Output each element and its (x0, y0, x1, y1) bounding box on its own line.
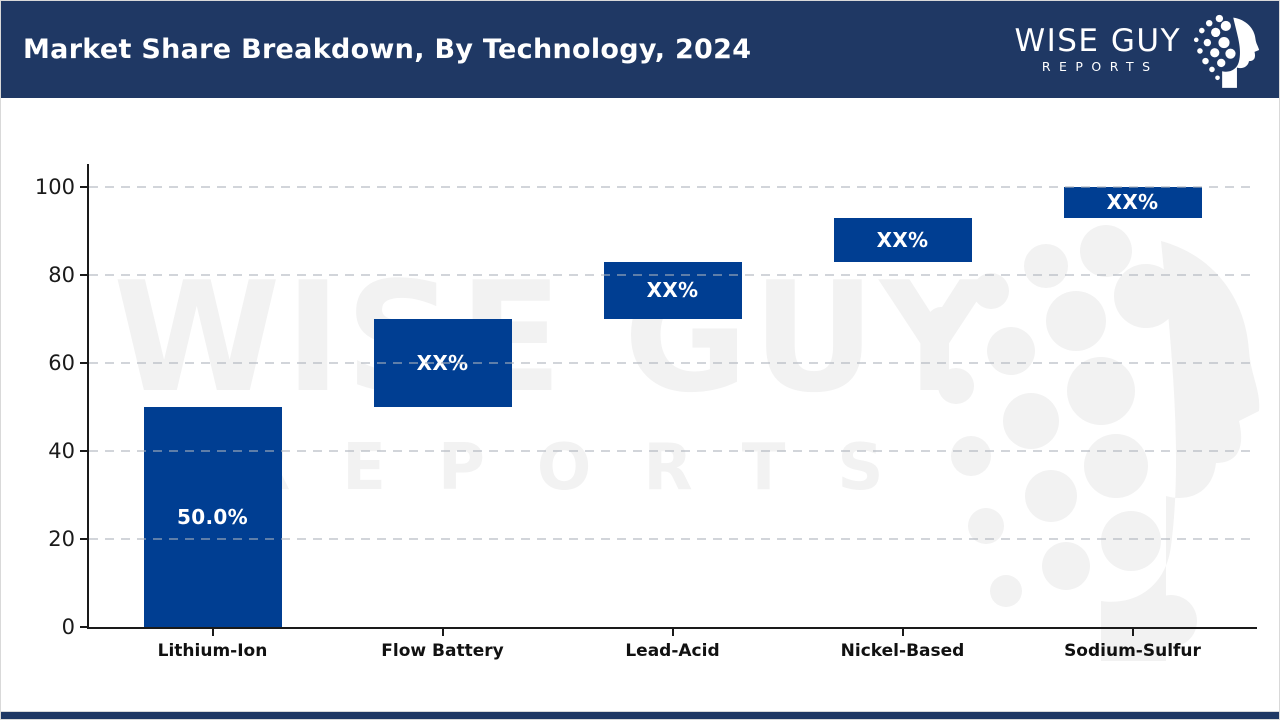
bar-lead-acid: XX% (603, 261, 742, 319)
watermark-wordmark: WISE GUY (113, 249, 994, 426)
x-tick-label-0: Lithium-Ion (157, 641, 268, 661)
header-bar: Market Share Breakdown, By Technology, 2… (1, 1, 1279, 98)
y-tick-40 (80, 450, 87, 452)
logo-head-icon (1193, 14, 1260, 88)
bar-value-label: XX% (646, 278, 699, 303)
y-tick-label-40: 40 (48, 439, 75, 463)
gridline-100 (89, 186, 1257, 188)
x-tick-4 (1131, 629, 1134, 636)
y-tick-0 (80, 626, 87, 628)
y-tick-label-0: 0 (61, 615, 75, 639)
logo-line1: WISE GUY (1014, 22, 1181, 59)
bar-value-label: XX% (1106, 190, 1159, 215)
x-tick-label-1: Flow Battery (381, 641, 504, 661)
watermark-reports: REPORTS (241, 431, 936, 505)
x-tick-1 (441, 629, 444, 636)
bar-value-label: XX% (876, 227, 929, 252)
y-tick-100 (80, 186, 87, 188)
bar-sodium-sulfur: XX% (1063, 187, 1202, 218)
bar-nickel-based: XX% (833, 217, 972, 262)
page-title: Market Share Breakdown, By Technology, 2… (23, 34, 752, 65)
x-tick-label-4: Sodium-Sulfur (1064, 641, 1201, 661)
gridline-80 (89, 274, 1257, 276)
x-axis-line (87, 627, 1257, 629)
x-tick-0 (211, 629, 214, 636)
y-tick-label-100: 100 (34, 175, 75, 199)
watermark-head-icon (927, 225, 1260, 661)
x-tick-label-3: Nickel-Based (840, 641, 965, 661)
y-tick-label-60: 60 (48, 351, 75, 375)
footer-bar (1, 711, 1279, 719)
bar-lithium-ion: 50.0% (143, 407, 282, 627)
gridline-60 (89, 362, 1257, 364)
logo-line2: REPORTS (1041, 58, 1159, 74)
y-axis-line (87, 164, 89, 629)
y-tick-label-20: 20 (48, 527, 75, 551)
y-tick-20 (80, 538, 87, 540)
gridline-20 (89, 538, 1257, 540)
x-tick-2 (671, 629, 674, 636)
logo-wordmark: WISE GUY REPORTS (1014, 22, 1181, 74)
bar-value-label: 50.0% (177, 505, 248, 529)
y-tick-label-80: 80 (48, 263, 75, 287)
x-tick-label-2: Lead-Acid (625, 641, 720, 661)
y-tick-60 (80, 362, 87, 364)
x-tick-3 (901, 629, 904, 636)
wise-guy-logo: WISE GUY REPORTS (1014, 12, 1261, 88)
gridline-40 (89, 450, 1257, 452)
y-tick-80 (80, 274, 87, 276)
